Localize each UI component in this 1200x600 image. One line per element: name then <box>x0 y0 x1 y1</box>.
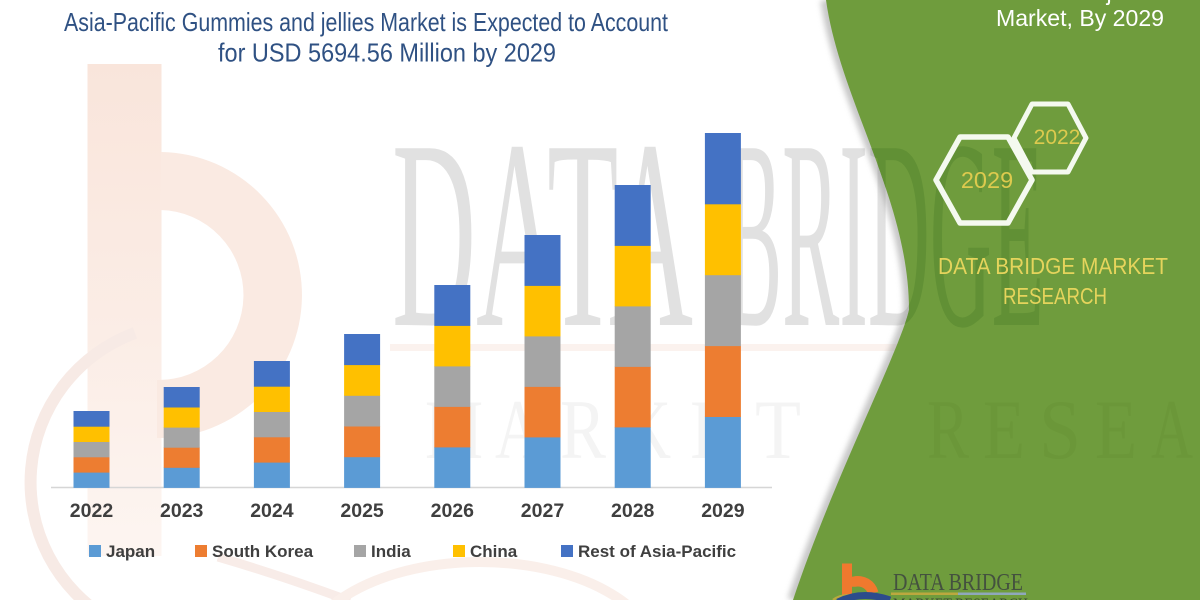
svg-text:A: A <box>1151 383 1193 477</box>
svg-text:Rest of Asia-Pacific: Rest of Asia-Pacific <box>578 542 736 561</box>
svg-text:Market, By 2029: Market, By 2029 <box>996 5 1164 31</box>
svg-text:E: E <box>1095 383 1137 477</box>
svg-text:E: E <box>983 383 1025 477</box>
svg-text:2022: 2022 <box>70 500 114 522</box>
svg-text:2024: 2024 <box>250 500 294 522</box>
svg-text:S: S <box>1039 383 1081 477</box>
svg-text:China: China <box>470 542 518 561</box>
svg-text:South Korea: South Korea <box>212 542 314 561</box>
svg-text:for USD 5694.56 Million by 202: for USD 5694.56 Million by 2029 <box>218 38 556 68</box>
svg-text:R: R <box>927 383 969 477</box>
svg-text:2027: 2027 <box>521 500 564 522</box>
svg-text:Asia-Pacific Gummies and jelli: Asia-Pacific Gummies and jellies <box>830 0 1164 5</box>
svg-text:2029: 2029 <box>701 500 745 522</box>
svg-text:2022: 2022 <box>1034 126 1081 149</box>
svg-text:2025: 2025 <box>340 500 384 522</box>
svg-text:DATA BRIDGE: DATA BRIDGE <box>893 570 1023 596</box>
svg-text:Asia-Pacific Gummies and jelli: Asia-Pacific Gummies and jellies Market … <box>64 7 669 37</box>
svg-text:2023: 2023 <box>160 500 204 522</box>
svg-text:2026: 2026 <box>431 500 475 522</box>
svg-text:MARKET RESEARCH: MARKET RESEARCH <box>893 596 1028 600</box>
svg-text:2029: 2029 <box>961 167 1013 193</box>
svg-text:India: India <box>371 542 411 561</box>
svg-text:Japan: Japan <box>106 542 155 561</box>
svg-text:DATA BRIDGE MARKET: DATA BRIDGE MARKET <box>938 253 1168 279</box>
svg-text:2028: 2028 <box>611 500 655 522</box>
svg-text:RESEARCH: RESEARCH <box>1003 283 1107 309</box>
svg-text:T: T <box>755 383 801 477</box>
svg-text:R: R <box>560 383 606 477</box>
